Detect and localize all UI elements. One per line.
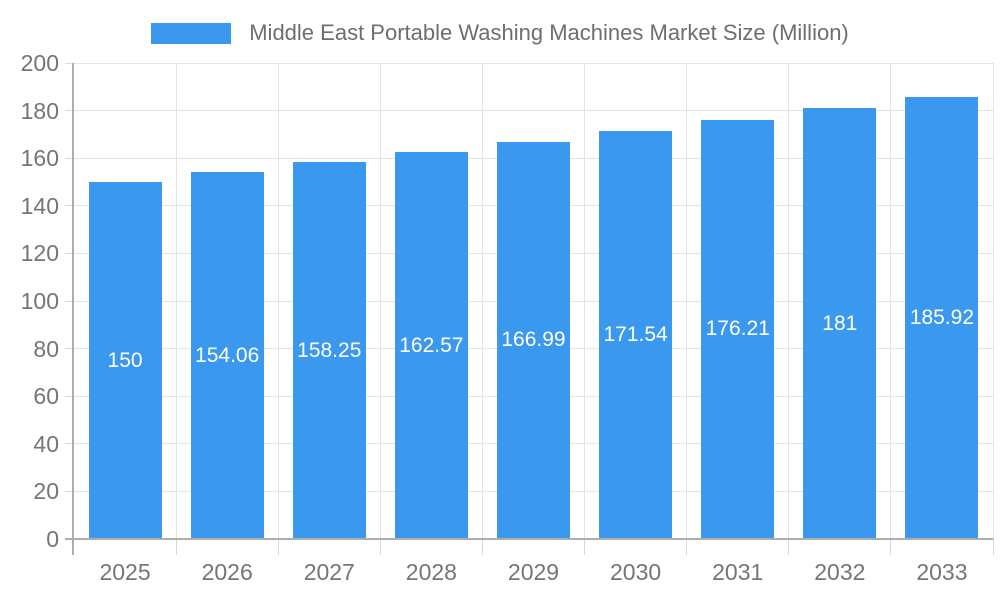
bar-value-label: 166.99 [501, 328, 566, 352]
bar-value-label: 150 [107, 348, 143, 372]
bar [394, 152, 468, 539]
bar [190, 172, 264, 539]
legend[interactable]: Middle East Portable Washing Machines Ma… [0, 20, 1000, 45]
x-tick-label: 2030 [610, 559, 662, 585]
x-axis-tick [788, 539, 790, 555]
bar-value-label: 181 [822, 311, 858, 335]
gridline-horizontal [74, 110, 993, 112]
gridline-vertical [992, 63, 994, 539]
y-tick-label: 40 [33, 430, 59, 457]
x-tick-label: 2029 [507, 559, 560, 585]
bar-value-label: 154.06 [195, 343, 260, 367]
y-tick-label: 200 [20, 50, 59, 76]
gridline-vertical [788, 63, 790, 539]
gridline-vertical [379, 63, 381, 539]
y-axis-line [72, 63, 74, 555]
x-axis-tick [584, 539, 586, 555]
bar [292, 162, 366, 539]
bar-value-label: 162.57 [399, 333, 464, 357]
y-tick-label: 0 [46, 526, 59, 552]
gridline-vertical [481, 63, 483, 539]
gridline-vertical [175, 63, 177, 539]
gridline-horizontal [74, 62, 993, 64]
gridline-vertical [584, 63, 586, 539]
y-tick-label: 140 [20, 192, 59, 219]
y-axis-tick [65, 348, 74, 350]
y-axis-tick [65, 490, 74, 492]
x-axis-tick [686, 539, 688, 555]
x-tick-label: 2026 [201, 559, 253, 585]
bar [88, 182, 162, 539]
x-tick-label: 2032 [814, 559, 866, 585]
x-tick-label: 2025 [99, 559, 151, 585]
bar [497, 141, 570, 539]
x-axis-tick [890, 539, 892, 555]
bar-value-label: 158.25 [297, 338, 362, 362]
bar [599, 130, 673, 539]
legend-swatch [151, 22, 232, 44]
y-tick-label: 160 [20, 145, 59, 172]
bar [905, 96, 979, 539]
bar [803, 108, 877, 539]
gridline-vertical [277, 63, 279, 539]
x-tick-label: 2027 [303, 559, 355, 585]
y-axis-tick [65, 443, 74, 445]
x-axis-tick [277, 539, 279, 555]
x-axis-tick [175, 539, 177, 555]
x-axis-tick [481, 539, 483, 555]
x-axis-tick [379, 539, 381, 555]
x-tick-label: 2033 [916, 559, 968, 585]
y-axis-tick [65, 62, 74, 64]
chart-title: Middle East Portable Washing Machines Ma… [249, 20, 849, 45]
y-tick-label: 20 [33, 478, 59, 505]
gridline-vertical [890, 63, 892, 539]
y-tick-label: 180 [20, 97, 59, 124]
x-axis-line [65, 538, 993, 540]
y-tick-label: 120 [20, 240, 59, 267]
y-axis-tick [65, 205, 74, 207]
bar-value-label: 185.92 [909, 305, 975, 329]
y-tick-label: 80 [33, 335, 59, 362]
y-tick-label: 100 [20, 288, 59, 314]
y-axis-tick [65, 300, 74, 302]
x-tick-label: 2028 [405, 559, 457, 585]
y-tick-label: 60 [33, 383, 59, 410]
x-tick-label: 2031 [712, 559, 764, 585]
gridline-vertical [686, 63, 688, 539]
bar-value-label: 176.21 [705, 317, 770, 341]
bar [701, 119, 775, 539]
bar-value-label: 171.54 [603, 322, 668, 346]
y-axis-tick [65, 110, 74, 112]
y-axis-tick [65, 157, 74, 159]
x-axis-tick [992, 539, 994, 555]
y-axis-tick [65, 252, 74, 254]
y-axis-tick [65, 395, 74, 397]
